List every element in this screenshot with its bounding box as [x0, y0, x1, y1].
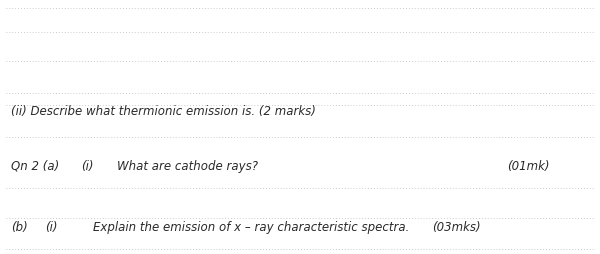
Text: (b): (b): [11, 221, 28, 234]
Text: (i): (i): [45, 221, 58, 234]
Text: Qn 2 (a): Qn 2 (a): [11, 160, 59, 173]
Text: (03mks): (03mks): [432, 221, 481, 234]
Text: Explain the emission of x – ray characteristic spectra.: Explain the emission of x – ray characte…: [93, 221, 409, 234]
Text: What are cathode rays?: What are cathode rays?: [117, 160, 258, 173]
Text: (ii) Describe what thermionic emission is. (2 marks): (ii) Describe what thermionic emission i…: [11, 105, 316, 118]
Text: (01mk): (01mk): [507, 160, 550, 173]
Text: (i): (i): [81, 160, 94, 173]
